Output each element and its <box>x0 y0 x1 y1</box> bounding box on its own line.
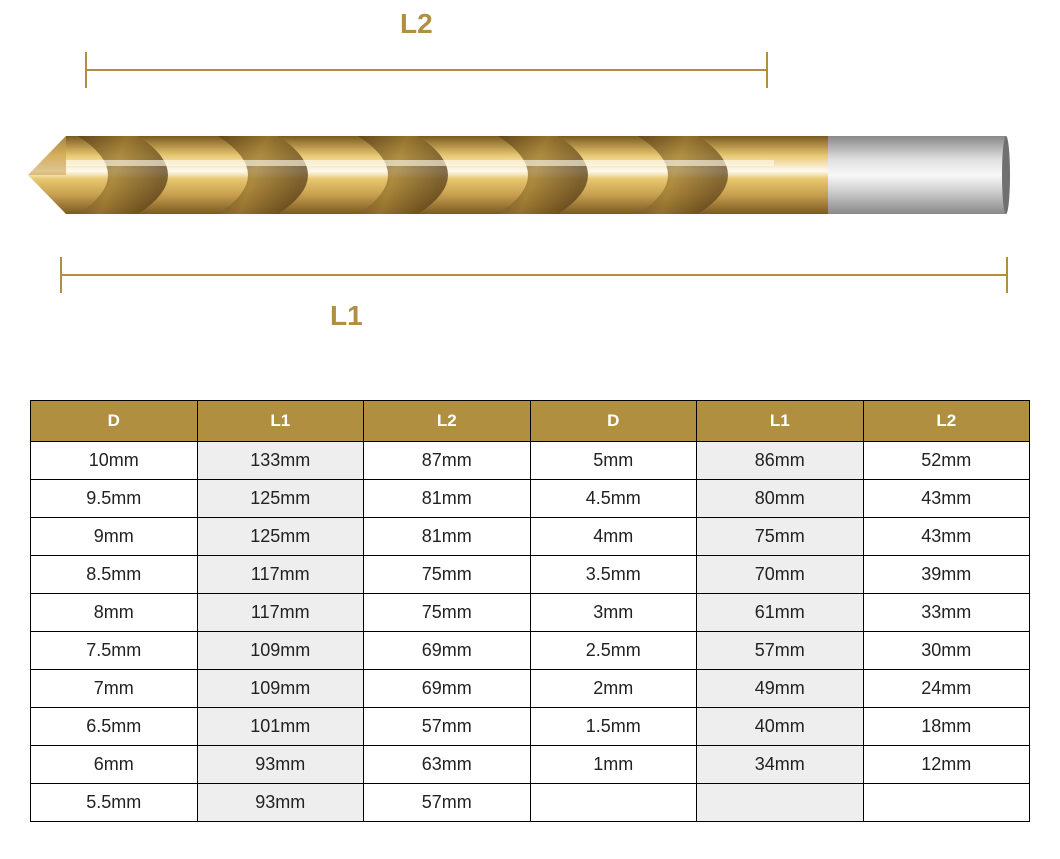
table-cell: 43mm <box>863 480 1030 518</box>
table-cell: 109mm <box>197 632 364 670</box>
table-cell: 101mm <box>197 708 364 746</box>
table-row: 6mm93mm63mm1mm34mm12mm <box>31 746 1030 784</box>
table-row: 9.5mm125mm81mm4.5mm80mm43mm <box>31 480 1030 518</box>
table-body: 10mm133mm87mm5mm86mm52mm9.5mm125mm81mm4.… <box>31 442 1030 822</box>
table-cell: 81mm <box>364 480 531 518</box>
table-cell: 75mm <box>364 556 531 594</box>
table-cell: 8mm <box>31 594 198 632</box>
table-cell: 57mm <box>364 708 531 746</box>
table-cell: 34mm <box>697 746 864 784</box>
table-cell: 8.5mm <box>31 556 198 594</box>
table-cell: 87mm <box>364 442 531 480</box>
table-cell: 24mm <box>863 670 1030 708</box>
table-cell: 80mm <box>697 480 864 518</box>
table-cell: 75mm <box>697 518 864 556</box>
drill-diagram: L2 <box>0 0 1060 380</box>
table-cell: 81mm <box>364 518 531 556</box>
col-header: L1 <box>197 401 364 442</box>
col-header: D <box>530 401 697 442</box>
table-cell: 3.5mm <box>530 556 697 594</box>
dimension-label-l1: L1 <box>330 300 363 332</box>
table-cell: 86mm <box>697 442 864 480</box>
table-cell: 43mm <box>863 518 1030 556</box>
table-cell: 4mm <box>530 518 697 556</box>
table-row: 7mm109mm69mm2mm49mm24mm <box>31 670 1030 708</box>
table-cell: 93mm <box>197 746 364 784</box>
l2-line <box>85 69 768 71</box>
table-cell: 52mm <box>863 442 1030 480</box>
table-cell: 61mm <box>697 594 864 632</box>
table-cell <box>863 784 1030 822</box>
table-cell: 133mm <box>197 442 364 480</box>
table-cell: 7mm <box>31 670 198 708</box>
table-cell: 40mm <box>697 708 864 746</box>
l2-tick-right <box>766 52 768 88</box>
table-row: 5.5mm93mm57mm <box>31 784 1030 822</box>
table-cell: 69mm <box>364 670 531 708</box>
table-cell: 117mm <box>197 594 364 632</box>
l1-line <box>60 274 1008 276</box>
table-cell: 7.5mm <box>31 632 198 670</box>
table-cell: 18mm <box>863 708 1030 746</box>
table-cell: 10mm <box>31 442 198 480</box>
table-row: 6.5mm101mm57mm1.5mm40mm18mm <box>31 708 1030 746</box>
table-header-row: D L1 L2 D L1 L2 <box>31 401 1030 442</box>
table-cell: 70mm <box>697 556 864 594</box>
table-row: 8.5mm117mm75mm3.5mm70mm39mm <box>31 556 1030 594</box>
table-cell: 12mm <box>863 746 1030 784</box>
table-cell: 1.5mm <box>530 708 697 746</box>
table-cell: 63mm <box>364 746 531 784</box>
table-cell: 125mm <box>197 518 364 556</box>
spec-table: D L1 L2 D L1 L2 10mm133mm87mm5mm86mm52mm… <box>30 400 1030 822</box>
table-cell: 1mm <box>530 746 697 784</box>
table-cell: 9.5mm <box>31 480 198 518</box>
table-cell: 6mm <box>31 746 198 784</box>
table-cell: 125mm <box>197 480 364 518</box>
table-cell: 69mm <box>364 632 531 670</box>
table-cell: 2.5mm <box>530 632 697 670</box>
table-cell <box>530 784 697 822</box>
col-header: D <box>31 401 198 442</box>
table-cell: 5.5mm <box>31 784 198 822</box>
table-cell: 109mm <box>197 670 364 708</box>
table-cell: 93mm <box>197 784 364 822</box>
table-cell: 3mm <box>530 594 697 632</box>
table-cell: 117mm <box>197 556 364 594</box>
col-header: L1 <box>697 401 864 442</box>
table-cell: 39mm <box>863 556 1030 594</box>
table-cell: 9mm <box>31 518 198 556</box>
table-cell: 33mm <box>863 594 1030 632</box>
table-row: 7.5mm109mm69mm2.5mm57mm30mm <box>31 632 1030 670</box>
table-row: 10mm133mm87mm5mm86mm52mm <box>31 442 1030 480</box>
drill-bit-illustration <box>28 130 1010 220</box>
col-header: L2 <box>364 401 531 442</box>
table-cell: 57mm <box>697 632 864 670</box>
table-cell: 4.5mm <box>530 480 697 518</box>
col-header: L2 <box>863 401 1030 442</box>
table-cell: 30mm <box>863 632 1030 670</box>
table-cell: 57mm <box>364 784 531 822</box>
dimension-label-l2: L2 <box>400 8 433 40</box>
table-row: 8mm117mm75mm3mm61mm33mm <box>31 594 1030 632</box>
table-row: 9mm125mm81mm4mm75mm43mm <box>31 518 1030 556</box>
table-cell: 49mm <box>697 670 864 708</box>
table-cell: 6.5mm <box>31 708 198 746</box>
table-cell: 75mm <box>364 594 531 632</box>
table-cell: 2mm <box>530 670 697 708</box>
table-cell <box>697 784 864 822</box>
l1-tick-right <box>1006 257 1008 293</box>
spec-table-container: D L1 L2 D L1 L2 10mm133mm87mm5mm86mm52mm… <box>0 380 1060 842</box>
table-cell: 5mm <box>530 442 697 480</box>
